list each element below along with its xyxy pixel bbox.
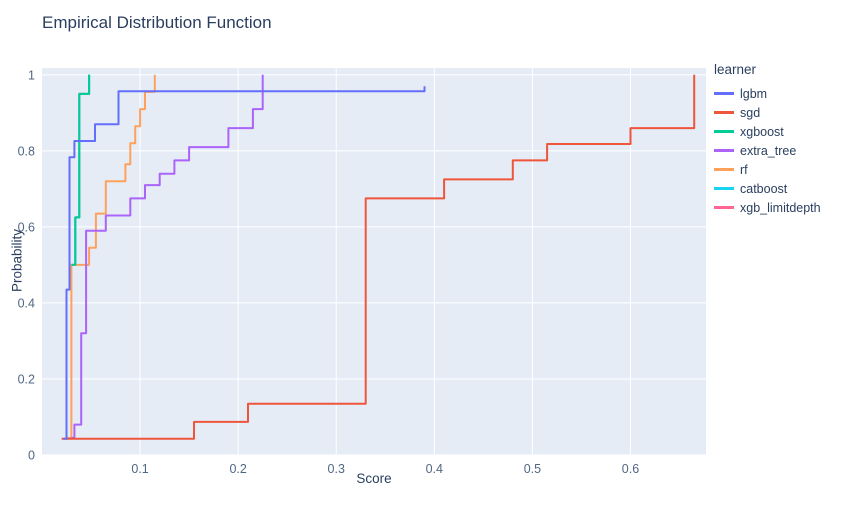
xgboost-series-line[interactable] — [71, 74, 91, 266]
y-tick-label: 0.2 — [18, 372, 35, 386]
y-tick-label: 0.8 — [18, 144, 35, 158]
y-tick-label: 0.6 — [18, 220, 35, 234]
legend-item-catboost[interactable]: catboost — [714, 179, 821, 198]
legend-title: learner — [714, 62, 757, 77]
legend-swatch-rf — [714, 168, 734, 171]
legend-item-lgbm[interactable]: lgbm — [714, 84, 821, 103]
sgd-series-line[interactable] — [61, 74, 696, 440]
x-tick-label: 0.6 — [622, 462, 639, 476]
legend-label: extra_tree — [740, 143, 797, 158]
legend-label: xgboost — [740, 124, 784, 139]
legend-swatch-xgb_limitdepth — [714, 206, 734, 209]
y-axis-title: Probability — [9, 228, 25, 293]
legend-swatch-sgd — [714, 111, 734, 114]
legend-label: catboost — [740, 181, 788, 196]
legend-item-extra_tree[interactable]: extra_tree — [714, 141, 821, 160]
x-tick-label: 0.3 — [328, 462, 345, 476]
legend-item-rf[interactable]: rf — [714, 160, 821, 179]
legend-item-xgb_limitdepth[interactable]: xgb_limitdepth — [714, 198, 821, 217]
legend-swatch-extra_tree — [714, 149, 734, 152]
extra_tree-series-line[interactable] — [71, 74, 264, 439]
lgbm-series-line[interactable] — [63, 86, 426, 440]
legend-label: xgb_limitdepth — [740, 200, 821, 215]
legend-swatch-lgbm — [714, 92, 734, 95]
legend-swatch-xgboost — [714, 130, 734, 133]
legend-label: sgd — [740, 105, 761, 120]
plot-area[interactable] — [42, 68, 706, 455]
x-tick-label: 0.2 — [229, 462, 246, 476]
legend-swatch-catboost — [714, 187, 734, 190]
x-tick-label: 0.4 — [426, 462, 443, 476]
x-tick-label: 0.5 — [524, 462, 541, 476]
y-tick-label: 1 — [28, 68, 35, 82]
y-tick-label: 0 — [28, 449, 35, 463]
y-tick-label: 0.4 — [18, 296, 35, 310]
legend-item-sgd[interactable]: sgd — [714, 103, 821, 122]
x-tick-label: 0.1 — [131, 462, 148, 476]
legend-label: lgbm — [740, 86, 768, 101]
legend-item-xgboost[interactable]: xgboost — [714, 122, 821, 141]
legend-label: rf — [740, 162, 748, 177]
rf-series-line[interactable] — [66, 74, 156, 439]
x-axis-title: Score — [356, 471, 392, 486]
chart-title: Empirical Distribution Function — [42, 13, 272, 32]
